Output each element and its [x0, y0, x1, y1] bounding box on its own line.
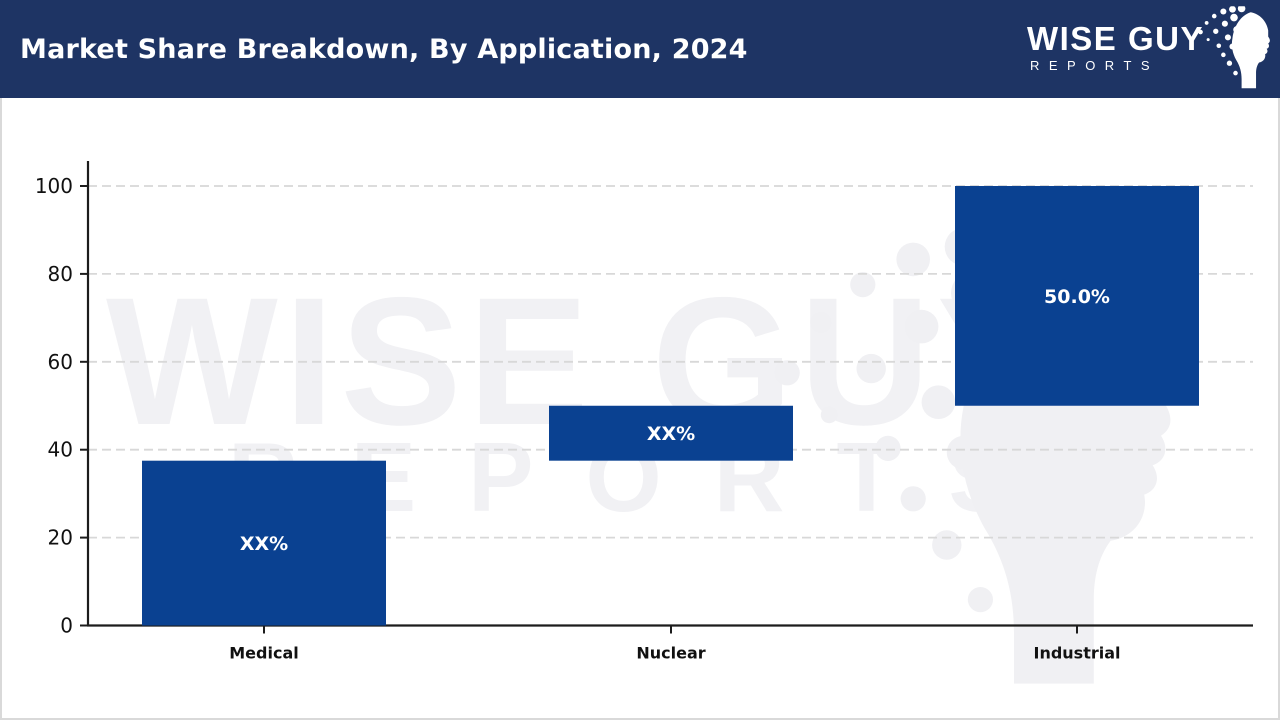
y-tick-label: 20 — [48, 526, 73, 550]
bar-medical — [142, 460, 386, 626]
bar-nuclear — [549, 405, 793, 461]
x-tick-label: Medical — [229, 644, 298, 663]
bar-value-label: XX% — [647, 423, 695, 445]
x-tick-label: Industrial — [1033, 644, 1120, 663]
brand-name: WISE GUY — [1026, 20, 1204, 57]
chart-title: Market Share Breakdown, By Application, … — [20, 33, 748, 65]
y-tick-label: 80 — [48, 262, 73, 286]
y-tick-label: 100 — [35, 174, 73, 198]
y-tick-label: 60 — [48, 350, 73, 374]
header: Market Share Breakdown, By Application, … — [0, 0, 1280, 98]
canvas-border — [0, 98, 1280, 720]
brand-subname: REPORTS — [1029, 58, 1160, 73]
y-tick-label: 0 — [60, 614, 73, 638]
bar-industrial — [955, 186, 1199, 406]
brand-logo: WISE GUY REPORTS — [1027, 0, 1272, 98]
bar-value-label: XX% — [240, 533, 288, 555]
brand-logo-text: WISE GUY REPORTS — [1027, 22, 1204, 72]
bar-value-label: 50.0% — [1044, 286, 1110, 308]
y-tick-label: 40 — [48, 438, 73, 462]
x-tick-label: Nuclear — [636, 644, 705, 663]
